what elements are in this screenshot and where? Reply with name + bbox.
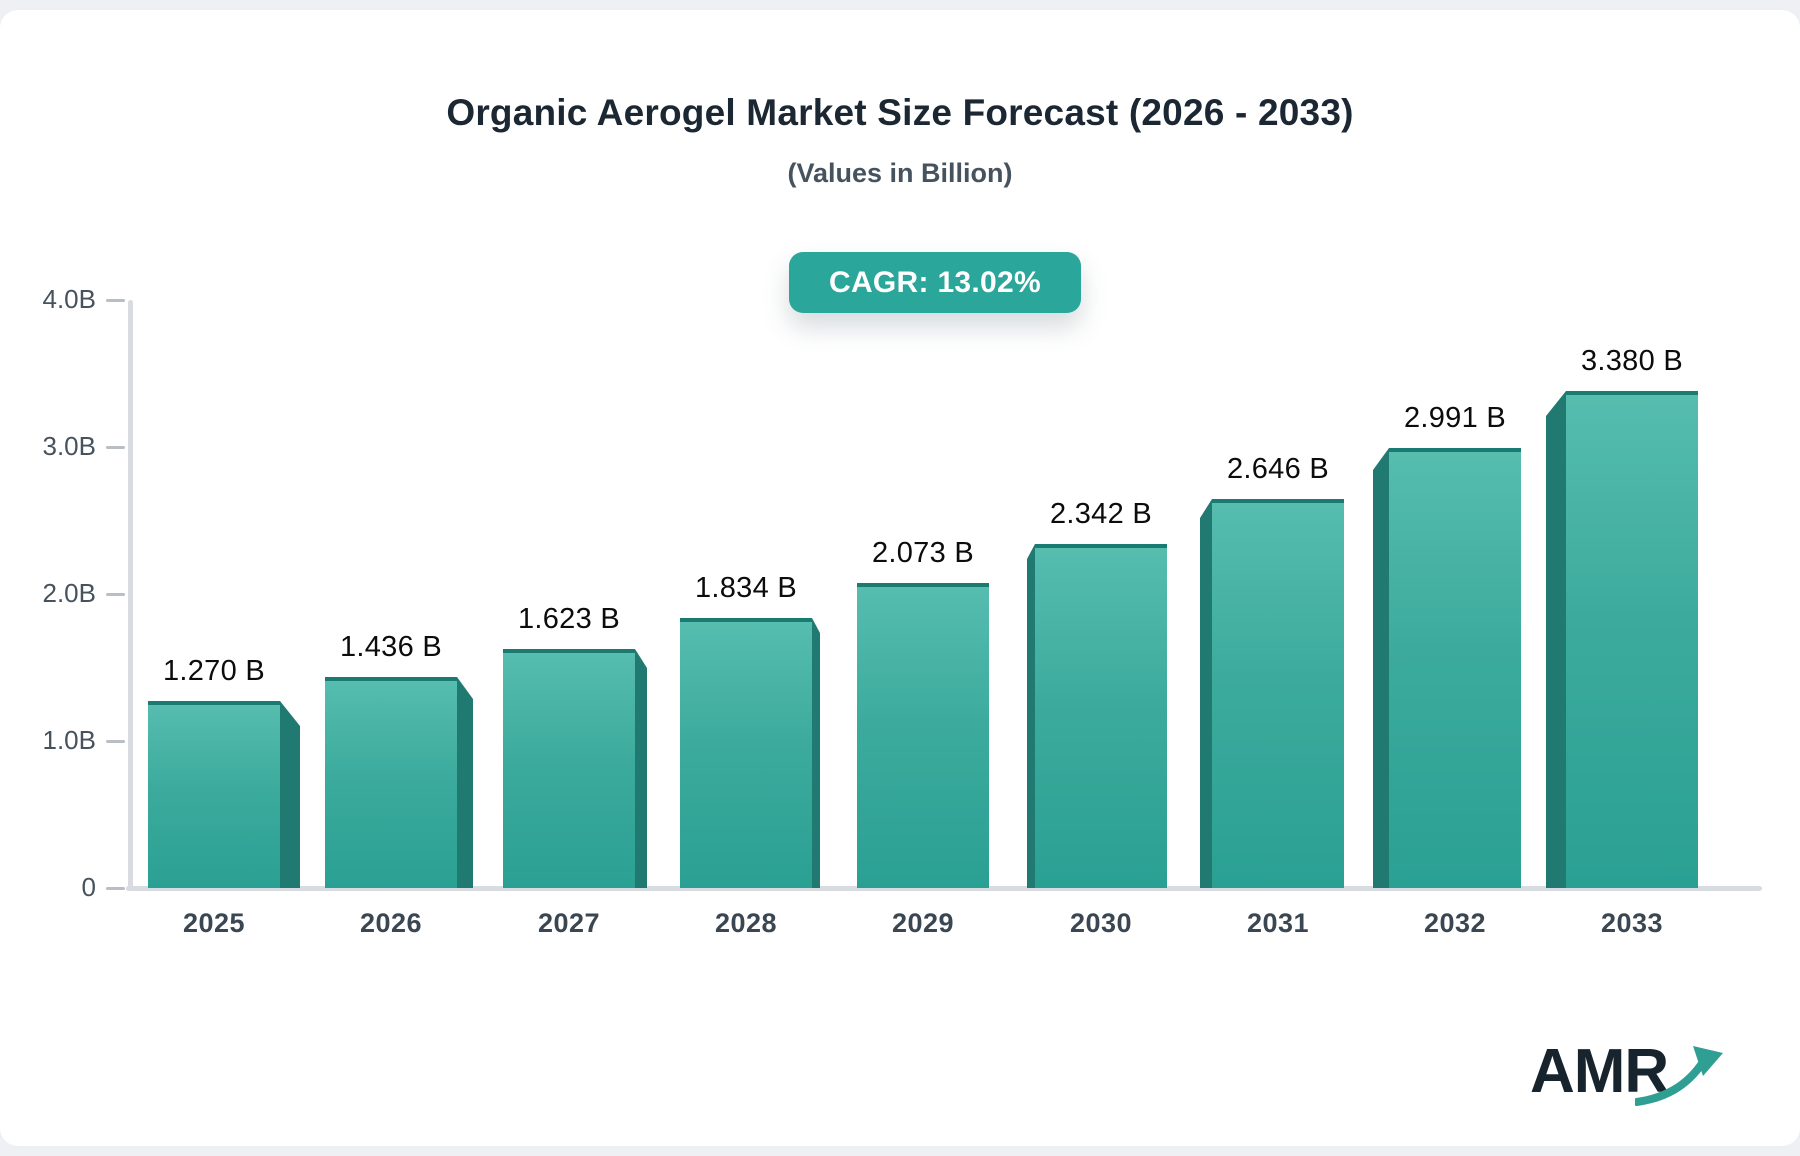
- chart-subtitle: (Values in Billion): [787, 158, 1013, 188]
- bar-2029: [857, 583, 989, 888]
- x-axis-label-2032: 2032: [1423, 908, 1487, 938]
- x-axis-label-2028: 2028: [714, 908, 778, 938]
- bar-side-2030: [1027, 544, 1035, 888]
- y-axis-tick-label: 1.0B: [42, 725, 97, 755]
- bar-value-label-2030: 2.342 B: [1049, 498, 1153, 530]
- bar-2033: [1566, 391, 1698, 888]
- x-axis-label-2033: 2033: [1600, 908, 1664, 938]
- chart-title: Organic Aerogel Market Size Forecast (20…: [446, 92, 1354, 133]
- bar-value-label-2025: 1.270 B: [162, 655, 266, 687]
- y-axis-tick-mark: [106, 740, 125, 743]
- y-axis-tick-mark: [106, 593, 125, 596]
- bar-2027: [503, 649, 635, 888]
- bar-side-2026: [457, 677, 473, 888]
- bar-2026: [325, 677, 457, 888]
- y-axis-tick-label: 0: [81, 872, 96, 902]
- x-axis-line: [126, 886, 1763, 891]
- y-axis-tick-label: 4.0B: [42, 284, 97, 314]
- bar-side-2032: [1373, 448, 1389, 888]
- growth-arrow-icon: [1635, 1046, 1723, 1106]
- y-axis-tick-label: 2.0B: [42, 578, 97, 608]
- x-axis-label-2025: 2025: [182, 908, 246, 938]
- bar-2025: [148, 701, 280, 888]
- y-axis-line: [128, 300, 133, 888]
- bar-side-2025: [280, 701, 300, 888]
- bar-side-2027: [635, 649, 647, 888]
- bar-value-label-2031: 2.646 B: [1226, 453, 1330, 485]
- y-axis-tick-mark: [106, 446, 125, 449]
- bar-2032: [1389, 448, 1521, 888]
- bar-value-label-2027: 1.623 B: [517, 603, 621, 635]
- x-axis-label-2031: 2031: [1246, 908, 1310, 938]
- y-axis-tick-mark: [106, 299, 125, 302]
- bar-side-2028: [812, 618, 820, 888]
- bar-value-label-2026: 1.436 B: [339, 631, 443, 663]
- bar-value-label-2029: 2.073 B: [871, 537, 975, 569]
- bar-2030: [1035, 544, 1167, 888]
- bar-side-2031: [1200, 499, 1212, 888]
- x-axis-label-2030: 2030: [1069, 908, 1133, 938]
- y-axis-tick-label: 3.0B: [42, 431, 97, 461]
- bar-side-2033: [1546, 391, 1566, 888]
- brand-logo-text: AMR: [1530, 1037, 1669, 1106]
- bar-2031: [1212, 499, 1344, 888]
- bar-value-label-2032: 2.991 B: [1403, 402, 1507, 434]
- x-axis-label-2026: 2026: [359, 908, 423, 938]
- bar-2028: [680, 618, 812, 888]
- bar-value-label-2028: 1.834 B: [694, 572, 798, 604]
- x-axis-label-2027: 2027: [537, 908, 601, 938]
- x-axis-label-2029: 2029: [891, 908, 955, 938]
- y-axis-tick-mark: [106, 887, 125, 890]
- bar-value-label-2033: 3.380 B: [1580, 345, 1684, 377]
- brand-logo: AMR: [1530, 1036, 1740, 1116]
- cagr-badge: CAGR: 13.02%: [789, 252, 1081, 313]
